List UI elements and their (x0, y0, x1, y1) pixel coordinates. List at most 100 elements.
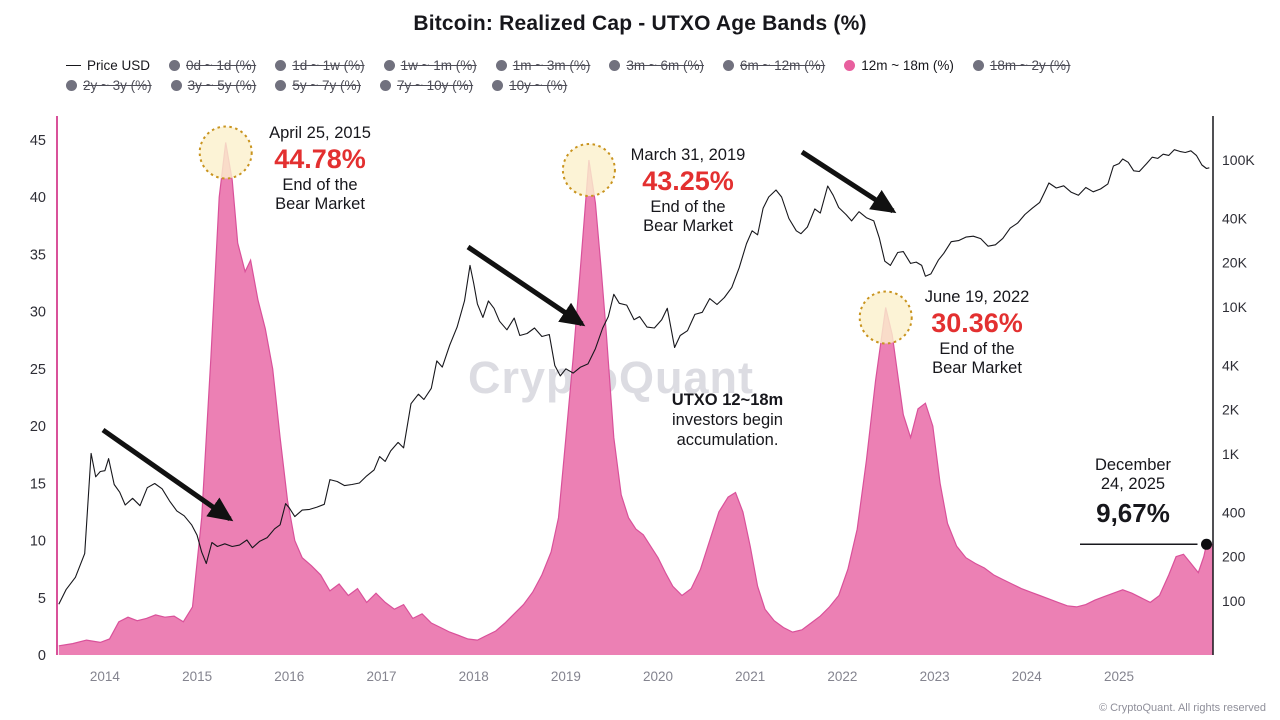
legend-item-12m-18m[interactable]: 12m ~ 18m (%) (844, 58, 954, 73)
utxo-12m-18m-outline (58, 142, 1213, 647)
chart-title: Bitcoin: Realized Cap - UTXO Age Bands (… (413, 12, 867, 35)
right-axis-tick: 40K (1222, 211, 1248, 227)
legend-label: 3m ~ 6m (%) (626, 58, 705, 73)
band-dot-icon (492, 80, 504, 91)
legend-item-6m-12m[interactable]: 6m ~ 12m (%) (723, 58, 825, 73)
annotation-date: April 25, 2015 (269, 124, 371, 142)
legend-item-18m-2y[interactable]: 18m ~ 2y (%) (972, 58, 1071, 73)
right-axis-tick: 200 (1222, 549, 1246, 565)
legend-item-price-usd[interactable]: Price USD (66, 58, 150, 73)
left-axis-tick: 45 (30, 133, 46, 149)
caption-line: End of the (939, 340, 1015, 358)
note-line: UTXO 12~18m (671, 391, 784, 409)
right-axis-tick: 4K (1222, 358, 1240, 374)
annotation-value: 44.78% (274, 144, 366, 174)
legend-label: 6m ~ 12m (%) (740, 58, 826, 73)
band-dot-icon (609, 60, 621, 71)
left-axis-tick: 25 (30, 362, 46, 378)
date-line: 24, 2025 (1100, 475, 1166, 494)
legend-label: 1w ~ 1m (%) (400, 58, 477, 73)
series-legend: Price USD 0d ~ 1d (%) 1d ~ 1w (%) 1w ~ 1m (… (66, 58, 1221, 93)
legend-label: 0d ~ 1d (%) (186, 58, 257, 73)
caption-line: End of the (650, 198, 726, 216)
annotation-2019-peak: March 31, 2019 43.25% End of the Bear Mar… (608, 146, 768, 237)
band-dot-icon (170, 80, 182, 91)
last-point-dot (1201, 538, 1212, 550)
caption-line: Bear Market (275, 195, 365, 214)
caption-line: Bear Market (932, 359, 1022, 378)
left-axis-tick: 15 (30, 476, 46, 492)
peak-highlight-circle-3 (858, 290, 913, 345)
annotation-2015-peak: April 25, 2015 44.78% End of the Bear Mar… (250, 124, 390, 215)
utxo-12m-18m-area (58, 142, 1213, 655)
legend-row: 2y ~ 3y (%) 3y ~ 5y (%) 5y ~ 7y (%) 7y ~ 10… (66, 78, 1221, 93)
annotation-caption: End of the Bear Market (608, 198, 768, 237)
band-dot-icon (383, 60, 395, 71)
x-axis-tick: 2016 (274, 669, 304, 684)
x-axis-tick: 2025 (1104, 669, 1134, 684)
legend-item-0d-1d[interactable]: 0d ~ 1d (%) (169, 58, 256, 73)
band-dot-icon (972, 60, 984, 71)
legend-item-2y-3y[interactable]: 2y ~ 3y (%) (66, 78, 152, 93)
right-axis-tick: 400 (1222, 505, 1246, 521)
x-axis-tick: 2017 (366, 669, 396, 684)
legend-item-1d-1w[interactable]: 1d ~ 1w (%) (275, 58, 365, 73)
x-axis-tick: 2018 (459, 669, 489, 684)
x-axis-tick: 2019 (551, 669, 581, 684)
band-dot-icon (495, 60, 507, 71)
legend-label: 7y ~ 10y (%) (396, 78, 474, 93)
legend-label: 1d ~ 1w (%) (292, 58, 365, 73)
trend-arrow-1 (101, 427, 234, 522)
legend-label: 18m ~ 2y (%) (989, 58, 1071, 73)
legend-item-7y-10y[interactable]: 7y ~ 10y (%) (379, 78, 474, 93)
legend-label: 12m ~ 18m (%) (861, 58, 954, 73)
annotation-date: June 19, 2022 (924, 288, 1030, 306)
trend-arrow-3 (800, 149, 897, 214)
band-dot-icon (275, 60, 287, 71)
note-line: investors begin (672, 411, 783, 430)
peak-highlight-circle-1 (198, 125, 253, 180)
left-axis-tick: 0 (38, 648, 46, 664)
caption-line: End of the (282, 176, 358, 194)
x-axis-tick: 2023 (920, 669, 950, 684)
annotation-caption: End of the Bear Market (250, 176, 390, 215)
legend-item-1m-3m[interactable]: 1m ~ 3m (%) (495, 58, 591, 73)
left-axis-tick: 5 (38, 591, 46, 607)
note-line: accumulation. (676, 431, 779, 450)
left-axis-tick: 40 (30, 190, 46, 206)
left-axis-tick: 35 (30, 247, 46, 263)
band-dot-icon (66, 80, 77, 91)
copyright-notice: © CryptoQuant. All rights reserved (1098, 702, 1266, 714)
legend-label: Price USD (87, 58, 151, 73)
x-axis-tick: 2022 (827, 669, 857, 684)
legend-item-5y-7y[interactable]: 5y ~ 7y (%) (275, 78, 361, 93)
band-dot-icon (379, 80, 391, 91)
legend-item-3m-6m[interactable]: 3m ~ 6m (%) (609, 58, 704, 73)
annotation-caption: End of the Bear Market (898, 340, 1056, 379)
price-usd-line (58, 149, 1210, 605)
x-axis-tick: 2015 (182, 669, 212, 684)
band-dot-icon (275, 80, 287, 91)
last-point-date: December 24, 2025 (1070, 456, 1196, 495)
x-axis-tick: 2024 (1012, 669, 1043, 684)
annotation-2022-peak: June 19, 2022 30.36% End of the Bear Mark… (898, 288, 1056, 379)
legend-item-10y[interactable]: 10y ~ (%) (492, 78, 567, 93)
right-axis-tick: 2K (1222, 402, 1240, 418)
x-axis-tick: 2021 (735, 669, 765, 684)
legend-item-3y-5y[interactable]: 3y ~ 5y (%) (170, 78, 256, 93)
legend-row: Price USD 0d ~ 1d (%) 1d ~ 1w (%) 1w ~ 1m (… (66, 58, 1221, 73)
right-axis-tick: 10K (1222, 299, 1248, 315)
right-axis-tick: 100 (1222, 593, 1246, 609)
annotation-value: 30.36% (931, 308, 1023, 338)
legend-item-1w-1m[interactable]: 1w ~ 1m (%) (383, 58, 477, 73)
legend-label: 10y ~ (%) (509, 78, 568, 93)
accumulation-note: UTXO 12~18m investors begin accumulation… (645, 390, 810, 450)
legend-label: 1m ~ 3m (%) (512, 58, 591, 73)
legend-label: 5y ~ 7y (%) (292, 78, 361, 93)
left-axis-tick: 30 (30, 305, 46, 321)
right-axis-tick: 100K (1222, 152, 1255, 168)
x-axis-tick: 2014 (90, 669, 121, 684)
left-axis-tick: 20 (30, 419, 46, 435)
